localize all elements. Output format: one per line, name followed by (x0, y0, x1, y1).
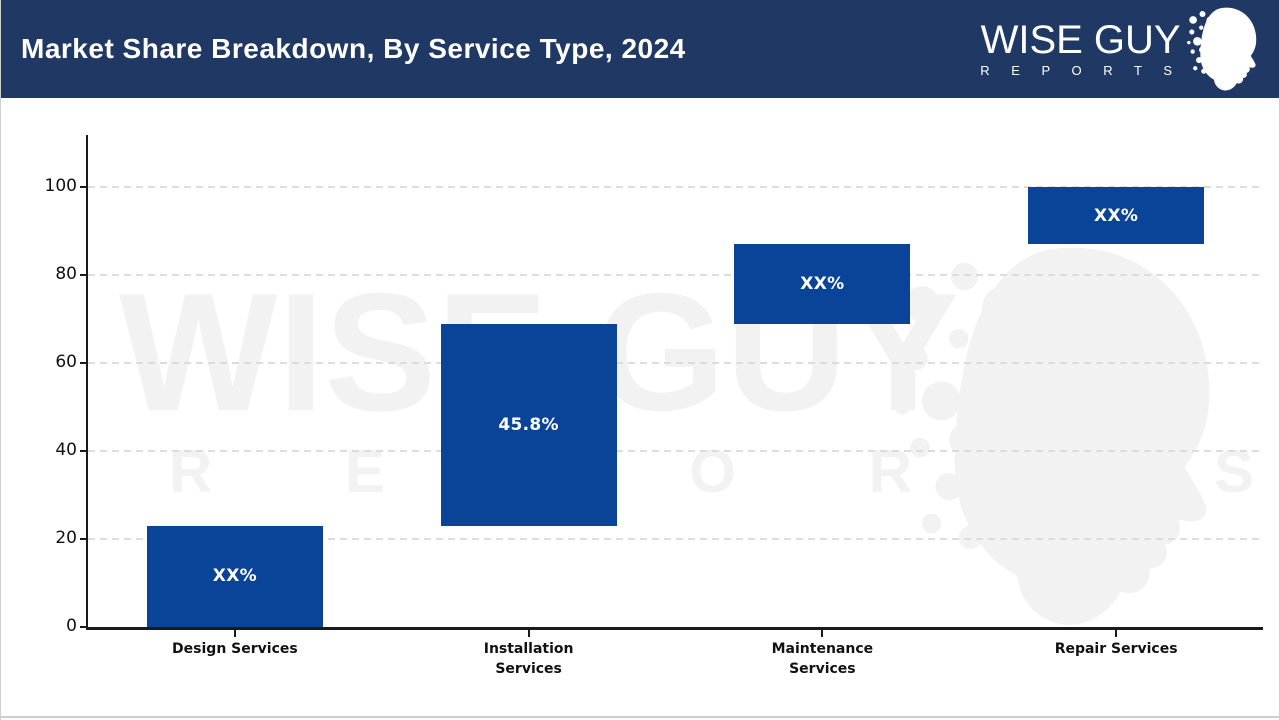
bar-repair-services: XX% (1028, 187, 1205, 245)
y-tick-40 (80, 450, 88, 452)
y-tick-label: 100 (44, 176, 77, 196)
y-tick-80 (80, 274, 88, 276)
gridline-40 (88, 450, 1263, 452)
y-tick-100 (80, 186, 88, 188)
gridline-80 (88, 274, 1263, 276)
brand-logo: WISE GUY R E P O R T S (980, 0, 1271, 98)
y-tick-60 (80, 362, 88, 364)
x-axis-label: Repair Services (1054, 641, 1178, 657)
bar-value-label: XX% (1094, 205, 1139, 226)
brand-name: WISE GUY (980, 18, 1181, 62)
y-tick-label: 60 (55, 352, 77, 372)
bar-design-services: XX% (146, 525, 323, 627)
x-axis-label: Maintenance Services (771, 641, 874, 677)
y-tick-label: 20 (55, 528, 77, 548)
x-tick-2 (821, 630, 824, 637)
chart-title: Market Share Breakdown, By Service Type,… (21, 33, 686, 64)
y-tick-label: 0 (66, 616, 77, 636)
x-axis-label: Installation Services (483, 641, 574, 677)
y-tick-20 (80, 538, 88, 540)
x-axis-line (86, 627, 1263, 630)
header-bar: Market Share Breakdown, By Service Type,… (1, 0, 1279, 98)
bar-value-label: XX% (800, 274, 845, 295)
bar-installation-services: 45.8% (440, 324, 617, 526)
y-tick-0 (80, 626, 88, 628)
watermark-face-icon (863, 222, 1253, 654)
y-tick-label: 80 (55, 264, 77, 284)
brand-subname: R E P O R T S (980, 63, 1181, 78)
bar-value-label: XX% (212, 566, 257, 587)
brand-wordmark: WISE GUY R E P O R T S (980, 20, 1181, 78)
x-tick-1 (527, 630, 530, 637)
gridline-20 (88, 538, 1263, 540)
bar-value-label: 45.8% (498, 415, 559, 436)
x-tick-3 (1115, 630, 1118, 637)
gridline-100 (88, 186, 1263, 188)
bar-maintenance-services: XX% (734, 244, 911, 325)
y-tick-label: 40 (55, 440, 77, 460)
x-axis-label: Design Services (172, 641, 298, 657)
page-border (1, 716, 1279, 718)
y-axis-line (86, 135, 88, 630)
gridline-60 (88, 362, 1263, 364)
brand-face-icon (1175, 2, 1271, 96)
x-tick-0 (233, 630, 236, 637)
